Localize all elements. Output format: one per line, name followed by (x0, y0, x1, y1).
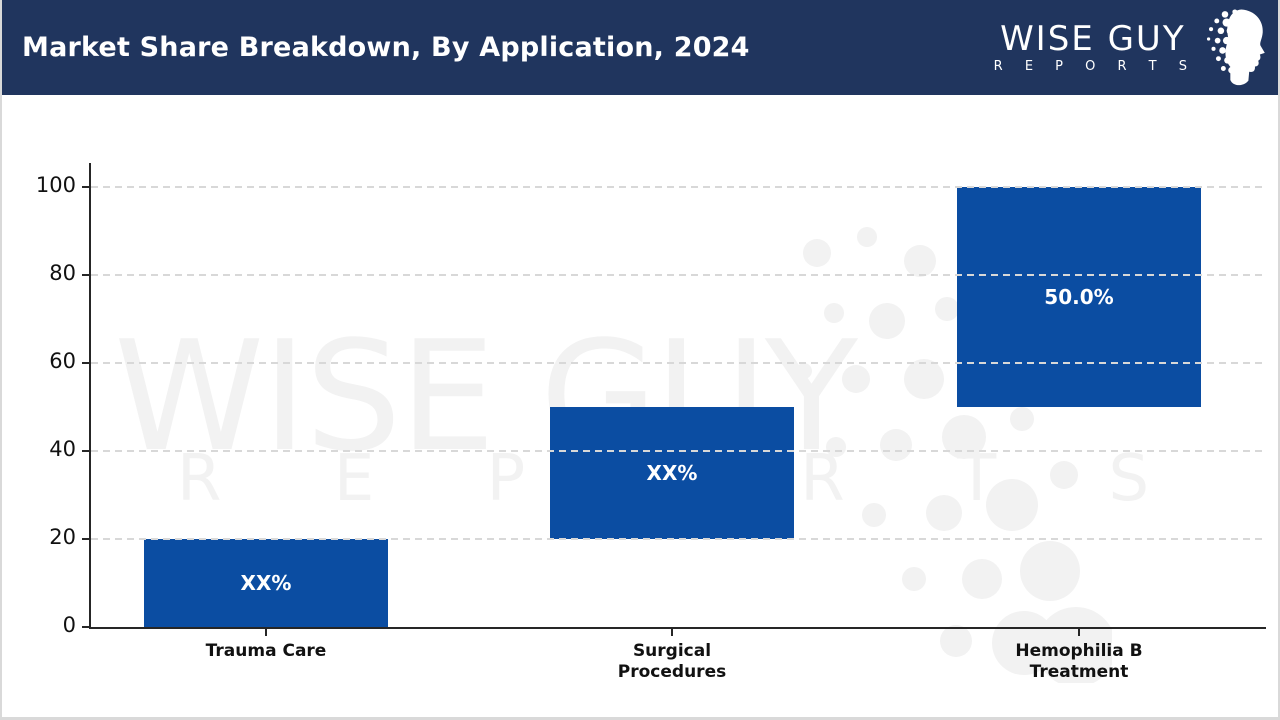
bar-value-label: XX% (646, 461, 698, 485)
gridline-80 (91, 274, 1266, 276)
y-tick-0 (82, 626, 90, 628)
y-tick-100 (82, 186, 90, 188)
y-tick-label-100: 100 (35, 173, 76, 197)
gridline-40 (91, 450, 1266, 452)
watermark-dots-graphic (796, 227, 1112, 683)
x-tick-2 (1078, 629, 1080, 636)
x-category-label: Surgical Procedures (617, 641, 727, 682)
x-tick-0 (265, 629, 267, 636)
y-tick-label-80: 80 (49, 261, 76, 285)
bar-hemophilia-b-treatment: 50.0% (957, 187, 1201, 407)
y-tick-80 (82, 274, 90, 276)
y-axis-line (89, 163, 91, 629)
x-category-label: Trauma Care (205, 641, 327, 661)
y-tick-label-20: 20 (49, 525, 76, 549)
gridline-100 (91, 186, 1266, 188)
bar-chart: WISE GUY R E P O R T S XX%XX%50.0%020406… (2, 95, 1278, 717)
y-tick-60 (82, 362, 90, 364)
logo-wordmark-line1: WISE GUY (1000, 19, 1186, 59)
gridline-60 (91, 362, 1266, 364)
bar-trauma-care: XX% (144, 539, 388, 627)
x-axis-line (89, 627, 1266, 629)
y-tick-40 (82, 450, 90, 452)
y-tick-20 (82, 538, 90, 540)
logo-head-icon (1206, 8, 1265, 85)
x-category-label: Hemophilia B Treatment (1015, 641, 1143, 682)
page-title: Market Share Breakdown, By Application, … (22, 32, 750, 63)
logo-wordmark-line2: R E P O R T S (993, 59, 1196, 74)
bar-surgical-procedures: XX% (550, 407, 794, 539)
plot-area: XX% XX% 50.0% 0 20 40 60 80 100 Trauma Care Surgic… (2, 95, 1278, 717)
bar-value-label: 50.0% (1044, 285, 1114, 309)
x-tick-1 (671, 629, 673, 636)
y-tick-label-40: 40 (49, 437, 76, 461)
y-tick-label-60: 60 (49, 349, 76, 373)
brand-logo: WISE GUY R E P O R T S (990, 7, 1268, 89)
bar-value-label: XX% (240, 571, 292, 595)
y-tick-label-0: 0 (62, 613, 76, 637)
gridline-20 (91, 538, 1266, 540)
header: Market Share Breakdown, By Application, … (2, 0, 1278, 95)
logo-wordmark: WISE GUY R E P O R T S (990, 21, 1196, 74)
